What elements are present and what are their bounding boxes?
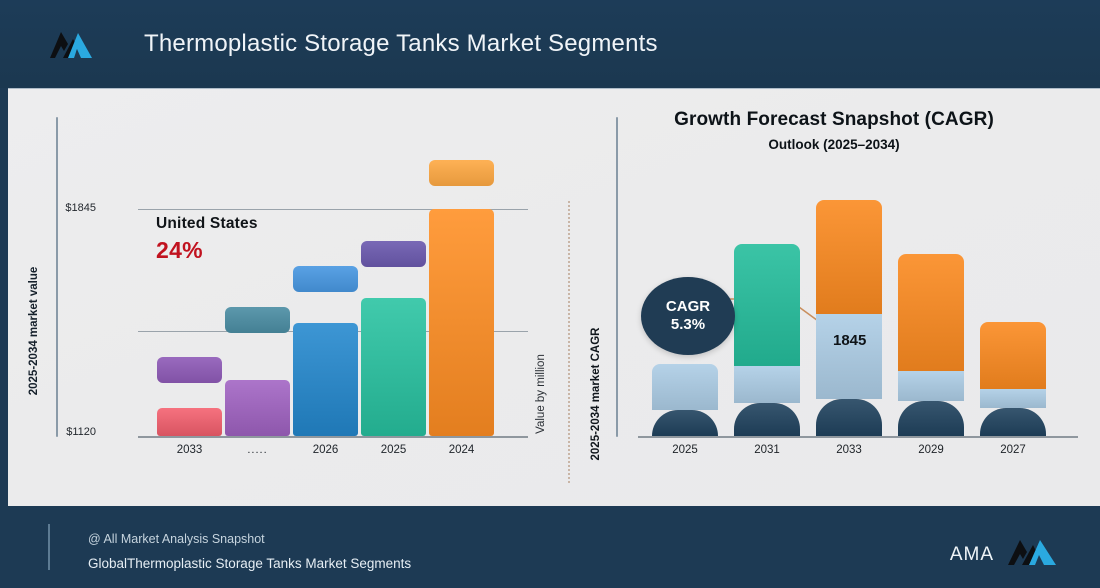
page-title: Thermoplastic Storage Tanks Market Segme…: [144, 30, 658, 57]
center-divider: [568, 201, 570, 483]
right-baseline: [638, 436, 1078, 438]
stack-segment-top-alt-2031: [734, 244, 800, 366]
x-label-2026: 2026: [312, 444, 339, 456]
x-label-2029: 2029: [918, 444, 944, 456]
cagr-value: 5.3%: [670, 316, 706, 333]
x-label-2033: 2033: [176, 444, 203, 456]
bar-cap-2024: [429, 159, 494, 186]
value-callout-1845: 1845: [833, 332, 867, 349]
y-tick-bottom: $1120: [66, 426, 96, 438]
right-chart-title: Growth Forecast Snapshot (CAGR): [674, 109, 994, 130]
page-footer: @ All Market Analysis Snapshot GlobalThe…: [0, 506, 1100, 588]
y-tick-top: $1845: [65, 202, 96, 214]
left-chart: 2025-2034 market value United States 24%…: [8, 89, 568, 507]
stack-segment-base-2029: [898, 400, 964, 436]
bar-cap-2025: [361, 241, 426, 268]
footer-source-line: @ All Market Analysis Snapshot: [88, 532, 265, 546]
right-y-axis-line: [616, 117, 618, 437]
stack-segment-middle-2029: [898, 370, 964, 401]
footer-brand-text: AMA: [949, 543, 994, 565]
footer-brand: AMA: [950, 536, 1058, 573]
bar-body-dotsdotsdotsdotsdots: [225, 379, 290, 436]
stack-segment-base-2031: [734, 403, 800, 436]
gridline-top: [138, 209, 528, 210]
region-percent-value: 24%: [156, 237, 203, 263]
ama-mountain-logo-icon: [1006, 536, 1058, 573]
x-label-2033: 2033: [836, 444, 862, 456]
x-label-2031: 2031: [754, 444, 780, 456]
stack-segment-top-2033: [816, 200, 882, 315]
cagr-caption: CAGR: [665, 298, 711, 316]
x-label-2025: 2025: [672, 444, 698, 456]
stack-segment-middle-2025: [652, 363, 718, 411]
bar-cap-2026: [293, 266, 358, 293]
left-baseline: [138, 436, 528, 438]
stack-segment-base-2027: [980, 407, 1046, 436]
stack-segment-middle-2027: [980, 389, 1046, 408]
bar-body-2026: [293, 323, 358, 436]
x-label-dotsdotsdotsdotsdots: .....: [247, 444, 268, 456]
stack-segment-top-2029: [898, 253, 964, 371]
left-y-axis-line: [56, 117, 58, 437]
bar-body-2025: [361, 298, 426, 436]
left-y-axis-title: 2025-2034 market value: [28, 266, 40, 396]
stack-segment-top-2027: [980, 321, 1046, 390]
bar-body-2033: [157, 407, 222, 436]
stack-segment-middle-2031: [734, 365, 800, 404]
main-panel: 2025-2034 market value United States 24%…: [8, 88, 1100, 506]
x-label-2024: 2024: [448, 444, 475, 456]
footer-title-line: GlobalThermoplastic Storage Tanks Market…: [88, 556, 412, 571]
stack-segment-middle-2033: [816, 314, 882, 399]
cagr-bubble: CAGR 5.3%: [641, 277, 735, 355]
stack-segment-base-2033: [816, 398, 882, 436]
bar-cap-dotsdotsdotsdotsdots: [225, 307, 290, 334]
ama-mountain-logo-icon: [48, 27, 94, 61]
stack-segment-base-2025: [652, 410, 718, 436]
bar-body-2024: [429, 209, 494, 436]
right-chart-subtitle: Outlook (2025–2034): [768, 137, 900, 152]
page-header: Thermoplastic Storage Tanks Market Segme…: [0, 0, 1100, 88]
bar-cap-2033: [157, 357, 222, 384]
x-label-2025: 2025: [380, 444, 407, 456]
right-chart: 2025-2034 market CAGR Growth Forecast Sn…: [568, 89, 1100, 507]
x-label-2027: 2027: [1000, 444, 1026, 456]
left-secondary-axis-title: Value by million: [535, 354, 547, 434]
right-y-axis-title: 2025-2034 market CAGR: [590, 327, 602, 461]
footer-accent-bar: [48, 524, 50, 570]
region-label: United States: [156, 215, 258, 232]
